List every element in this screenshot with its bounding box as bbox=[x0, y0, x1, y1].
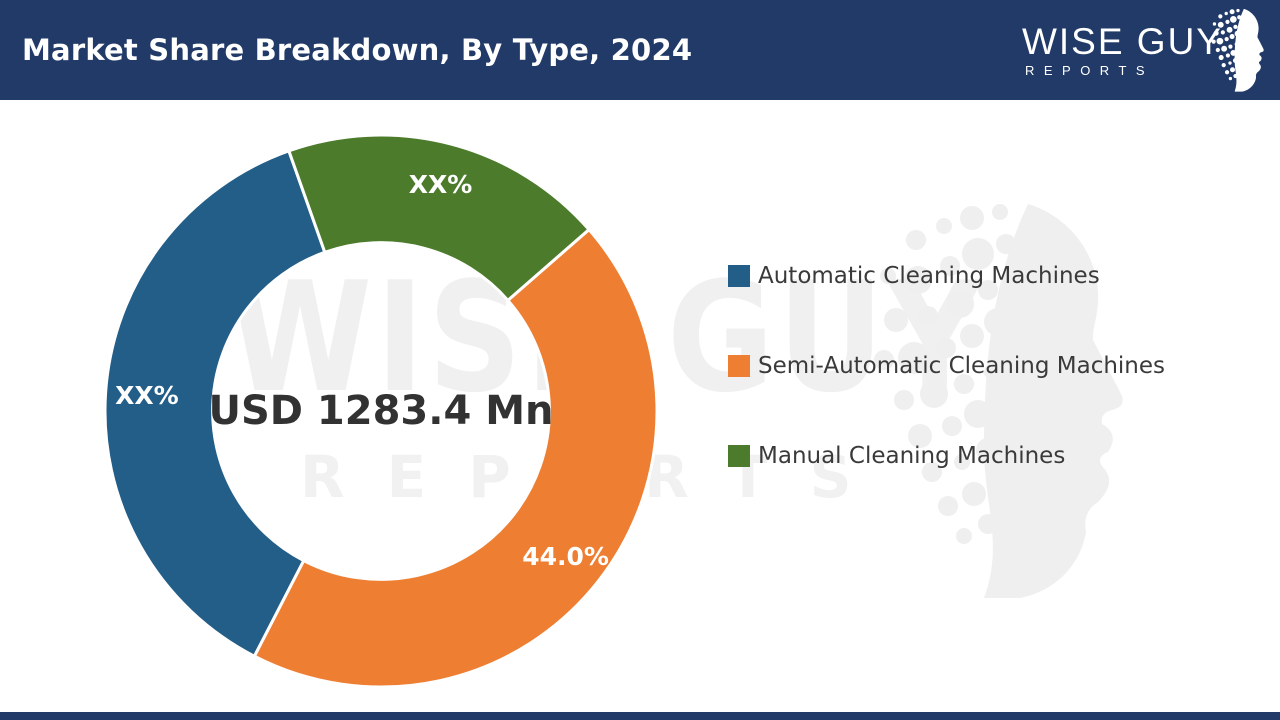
logo-face-icon bbox=[1211, 8, 1270, 92]
legend-item-semi-automatic: Semi-Automatic Cleaning Machines bbox=[728, 351, 1165, 381]
donut-center-value: USD 1283.4 Mn bbox=[209, 388, 554, 434]
donut-segment-semi-automatic-cleaning-machines bbox=[252, 228, 659, 689]
wise-guy-reports-logo: WISE GUY REPORTS bbox=[1022, 8, 1280, 92]
segment-value-label: 44.0% bbox=[522, 542, 609, 571]
legend-label: Semi-Automatic Cleaning Machines bbox=[758, 353, 1166, 379]
legend-label: Automatic Cleaning Machines bbox=[758, 263, 1100, 289]
page-title: Market Share Breakdown, By Type, 2024 bbox=[22, 33, 693, 67]
legend-swatch-semi-automatic bbox=[728, 355, 750, 377]
segment-value-label: XX% bbox=[409, 170, 473, 199]
legend-item-automatic: Automatic Cleaning Machines bbox=[728, 261, 1100, 291]
legend-item-manual: Manual Cleaning Machines bbox=[728, 441, 1065, 471]
logo-wiseguy-text: WISE GUY bbox=[1021, 21, 1223, 62]
header-bar: Market Share Breakdown, By Type, 2024 WI… bbox=[0, 0, 1280, 100]
footer-bar bbox=[0, 712, 1280, 720]
legend-swatch-automatic bbox=[728, 265, 750, 287]
donut-segment-manual-cleaning-machines bbox=[287, 133, 591, 302]
segment-value-label: XX% bbox=[115, 381, 179, 410]
legend-label: Manual Cleaning Machines bbox=[758, 443, 1066, 469]
logo-reports-text: REPORTS bbox=[1024, 63, 1155, 78]
legend-swatch-manual bbox=[728, 445, 750, 467]
donut-segment-automatic-cleaning-machines bbox=[103, 149, 327, 658]
logo-text: WISE GUY REPORTS bbox=[1022, 23, 1223, 77]
